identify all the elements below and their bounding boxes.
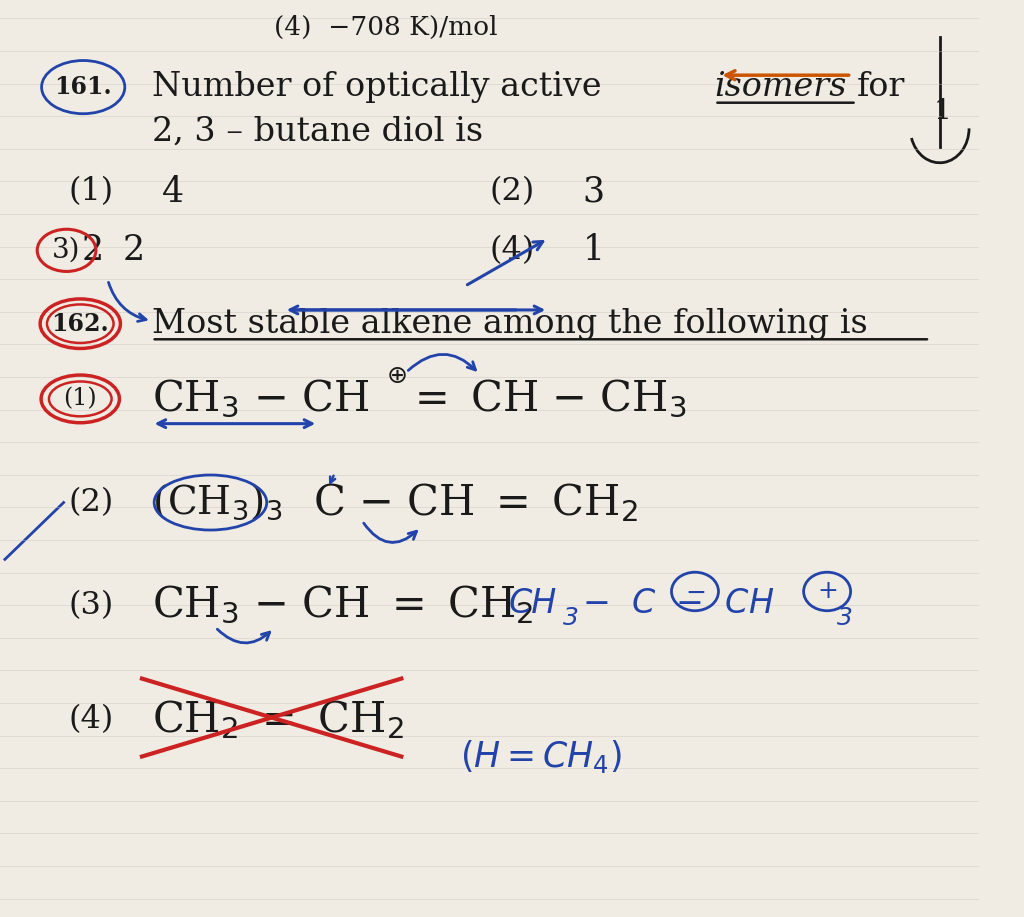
Text: $(H = CH_4)$: $(H = CH_4)$ [460, 738, 622, 775]
Text: 162.: 162. [51, 312, 110, 336]
Text: Number of optically active: Number of optically active [152, 72, 601, 103]
Text: (4): (4) [69, 704, 114, 735]
Text: (4): (4) [489, 235, 535, 266]
Text: 2: 2 [122, 233, 144, 268]
Text: 3: 3 [583, 174, 604, 209]
Text: (2): (2) [69, 487, 114, 518]
Text: isomers: isomers [715, 72, 847, 103]
Text: 4: 4 [162, 174, 183, 209]
Text: 1: 1 [934, 98, 951, 126]
Text: CH$_2$ $=$ CH$_2$: CH$_2$ $=$ CH$_2$ [152, 699, 403, 741]
Text: 2, 3 – butane diol is: 2, 3 – butane diol is [152, 116, 483, 148]
Text: $=$ CH $-$ CH$_3$: $=$ CH $-$ CH$_3$ [407, 378, 687, 420]
Text: $\oplus$: $\oplus$ [386, 364, 407, 388]
Text: for: for [856, 72, 905, 103]
Text: $-$: $-$ [685, 580, 706, 603]
Text: (4)  −708 K)/mol: (4) −708 K)/mol [274, 15, 498, 40]
Text: C $-$ CH $=$ CH$_2$: C $-$ CH $=$ CH$_2$ [313, 481, 638, 524]
Text: CH$_3$ $-$ CH $=$ CH$_2$: CH$_3$ $-$ CH $=$ CH$_2$ [152, 584, 534, 626]
Text: 161.: 161. [54, 75, 112, 99]
Text: CH: CH [509, 587, 557, 620]
Text: (1): (1) [63, 387, 97, 411]
Text: 1: 1 [583, 233, 604, 268]
Text: (1): (1) [69, 176, 114, 207]
Text: Most stable alkene among the following is: Most stable alkene among the following i… [152, 308, 867, 339]
Text: (CH$_3$)$_3$: (CH$_3$)$_3$ [152, 482, 282, 523]
Text: 3: 3 [563, 606, 579, 630]
Text: (3): (3) [69, 590, 114, 621]
Text: 2: 2 [82, 233, 104, 268]
Text: $+$: $+$ [817, 580, 838, 603]
Text: 3): 3) [52, 237, 81, 264]
Text: $-$  C  $-$  CH: $-$ C $-$ CH [583, 587, 775, 620]
Text: (2): (2) [489, 176, 535, 207]
Text: CH$_3$ $-$ CH: CH$_3$ $-$ CH [152, 378, 369, 420]
Text: 3: 3 [837, 606, 853, 630]
